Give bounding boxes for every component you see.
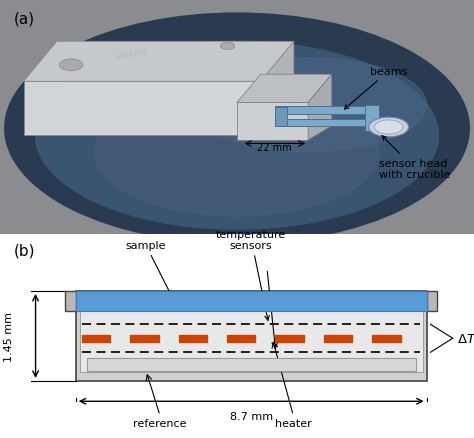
Text: 8.7 mm: 8.7 mm [230, 412, 273, 421]
Text: 1.45 mm: 1.45 mm [4, 311, 15, 361]
Bar [179, 335, 207, 342]
Polygon shape [24, 82, 261, 136]
Bar [80, 311, 423, 372]
Circle shape [220, 43, 235, 50]
Polygon shape [237, 75, 332, 103]
Ellipse shape [190, 59, 427, 152]
Bar [275, 108, 287, 127]
Text: 22 mm: 22 mm [256, 143, 292, 153]
Polygon shape [237, 103, 308, 141]
Bar [130, 335, 159, 342]
Bar [82, 335, 110, 342]
Bar [275, 120, 379, 127]
Text: reference: reference [133, 418, 187, 427]
Bar [427, 291, 437, 311]
Text: (a): (a) [14, 12, 36, 27]
Ellipse shape [5, 14, 469, 244]
Bar [87, 359, 416, 371]
Bar [76, 291, 427, 311]
Text: sample: sample [126, 240, 172, 298]
Text: heater: heater [275, 418, 312, 427]
Circle shape [59, 60, 83, 71]
Ellipse shape [95, 88, 379, 217]
Bar [65, 291, 76, 311]
Text: sensor head
with crucible: sensor head with crucible [379, 136, 451, 180]
Bar [227, 335, 255, 342]
Text: temperature
sensors: temperature sensors [216, 229, 286, 321]
Bar [76, 291, 427, 381]
Text: LINKAM: LINKAM [116, 48, 149, 60]
Polygon shape [308, 75, 332, 141]
Text: $\Delta T$: $\Delta T$ [457, 332, 474, 345]
Circle shape [374, 121, 403, 135]
Circle shape [369, 118, 409, 138]
Bar [275, 335, 304, 342]
Text: beams: beams [344, 67, 407, 110]
Bar [365, 106, 379, 131]
Text: (b): (b) [14, 243, 36, 258]
Polygon shape [24, 42, 294, 82]
Bar [372, 335, 401, 342]
Bar [324, 335, 352, 342]
Polygon shape [261, 42, 294, 136]
Bar [275, 106, 379, 115]
Ellipse shape [36, 42, 438, 230]
